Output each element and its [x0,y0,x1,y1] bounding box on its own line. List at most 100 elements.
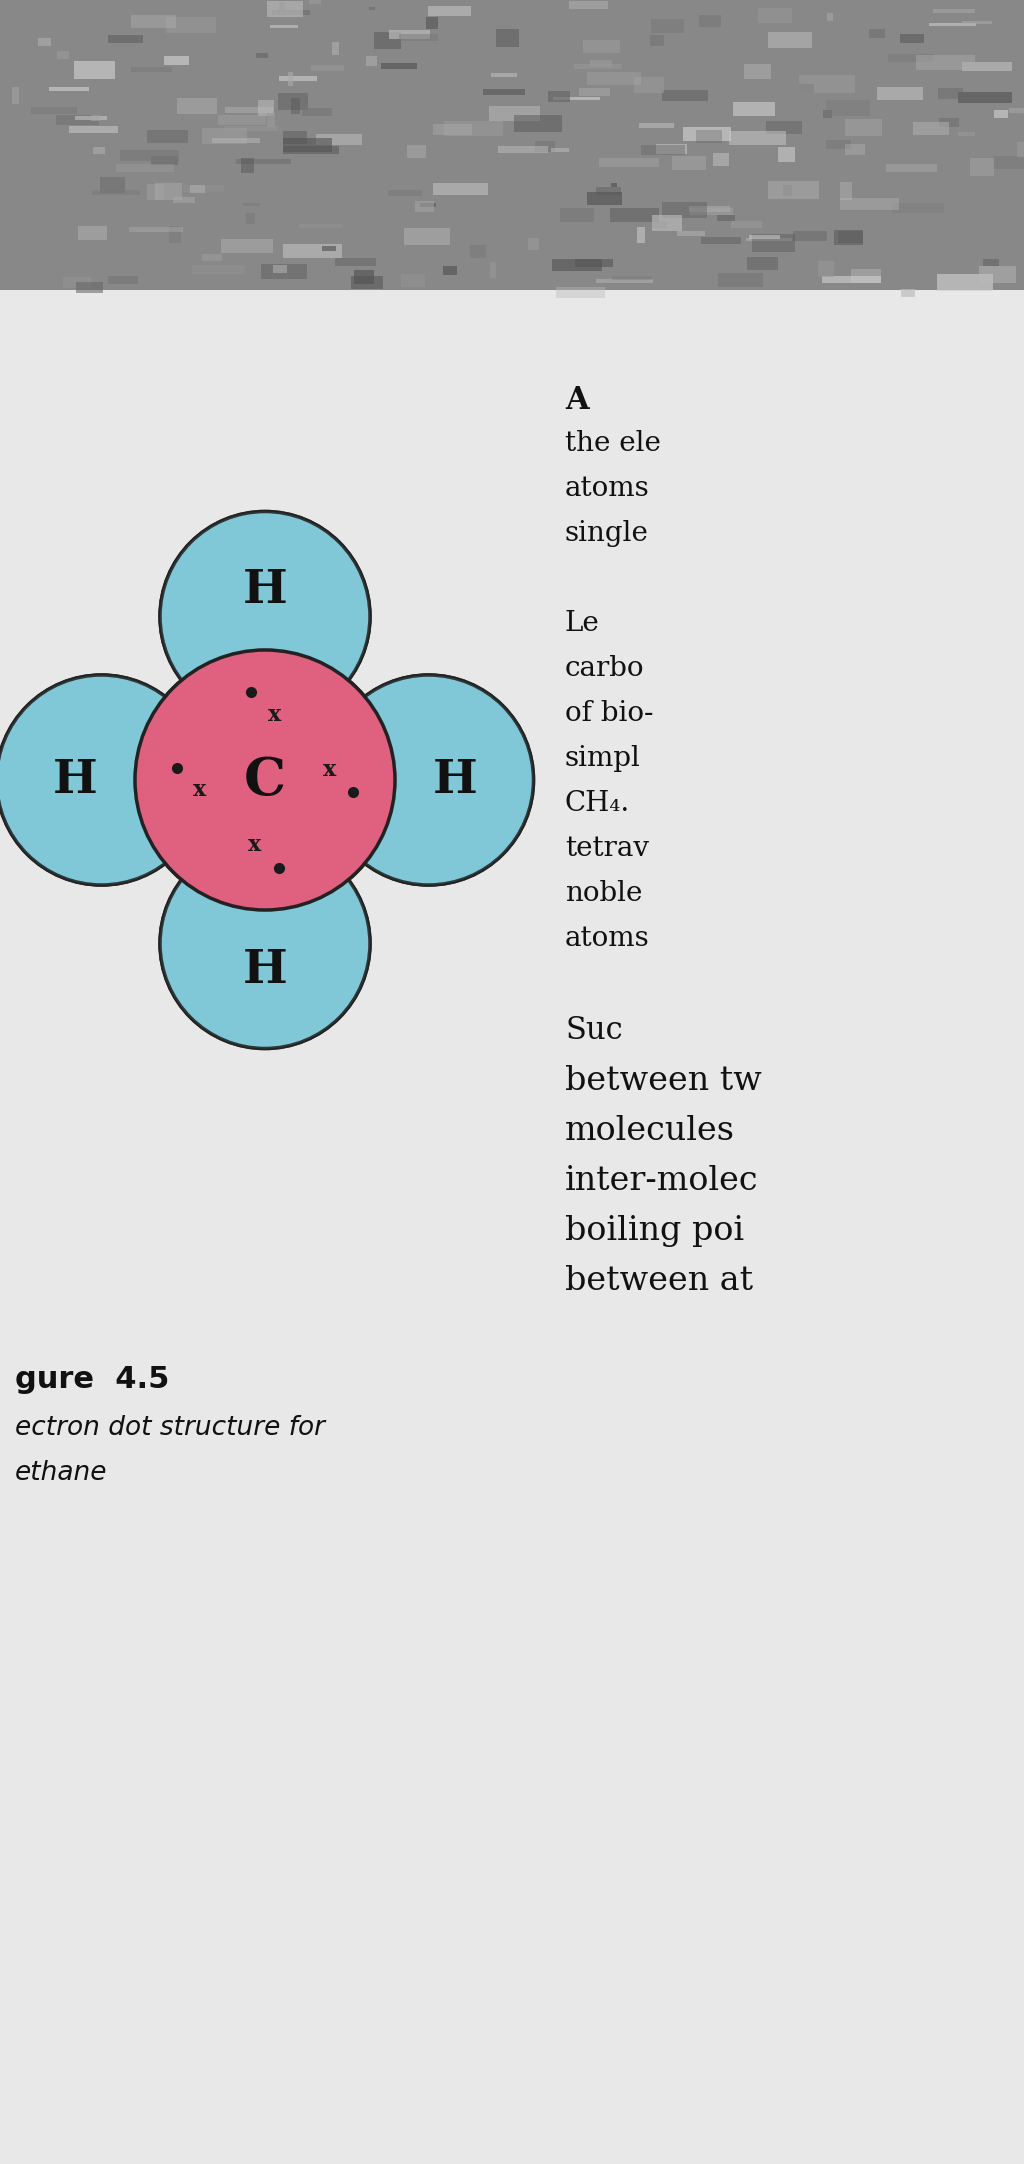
Bar [569,2,608,9]
Text: inter-molec: inter-molec [565,1164,759,1197]
Bar [970,158,994,175]
Circle shape [160,511,370,721]
Bar [553,97,600,100]
Bar [273,266,288,273]
Bar [246,212,255,223]
Bar [49,87,89,91]
Bar [258,100,273,117]
Bar [963,63,1012,71]
Bar [634,78,664,93]
Bar [699,15,721,28]
Bar [242,158,254,173]
Bar [979,266,1016,283]
Bar [641,145,685,154]
Bar [957,132,976,136]
Bar [426,17,437,30]
Bar [900,290,914,296]
Bar [375,32,400,48]
Bar [147,130,188,143]
Bar [840,199,899,210]
Bar [490,262,496,277]
Text: the ele: the ele [565,431,660,457]
Bar [840,182,852,199]
Bar [596,186,622,195]
Text: CH₄.: CH₄. [565,790,630,818]
Text: carbo: carbo [565,656,644,682]
Bar [381,63,417,69]
Bar [218,115,266,126]
Circle shape [160,837,370,1050]
Bar [549,91,569,102]
Bar [536,141,555,151]
Bar [1010,108,1024,113]
Text: Suc: Suc [565,1015,623,1045]
Bar [766,121,802,134]
Bar [938,89,964,100]
Circle shape [160,511,370,721]
Bar [302,108,332,115]
Bar [109,35,142,43]
Bar [933,9,975,13]
Bar [0,0,1024,290]
Text: atoms: atoms [565,924,650,952]
Bar [388,190,422,197]
Bar [827,13,833,22]
Bar [131,67,172,71]
Bar [656,143,687,154]
Bar [401,275,425,288]
Bar [768,182,819,199]
Bar [560,208,594,221]
Bar [748,258,778,270]
Bar [718,273,763,288]
Bar [579,89,610,95]
Bar [108,275,138,283]
Bar [782,184,792,197]
Bar [794,232,827,240]
Bar [583,39,621,54]
Bar [688,206,730,212]
Bar [939,119,958,128]
Bar [169,225,181,242]
Bar [649,35,665,45]
Bar [818,262,834,277]
Bar [415,201,433,212]
Bar [651,216,682,232]
Text: x: x [268,703,282,725]
Bar [650,19,684,32]
Bar [482,89,525,95]
Bar [878,87,923,100]
Bar [266,0,303,17]
Bar [821,275,882,283]
Bar [470,245,485,258]
Bar [443,266,457,275]
Bar [404,227,451,245]
Bar [696,130,722,143]
Bar [272,11,310,15]
Bar [131,15,176,28]
Bar [260,264,307,279]
Bar [309,0,322,4]
Bar [75,61,115,80]
Bar [612,277,652,279]
Bar [242,203,260,206]
Bar [351,277,383,290]
Bar [596,279,653,283]
Bar [599,158,659,167]
Text: between at: between at [565,1266,753,1296]
Bar [176,97,217,115]
Bar [759,9,792,24]
Bar [683,128,731,141]
Bar [299,223,342,227]
Bar [155,182,182,199]
Bar [256,54,267,58]
Bar [514,115,562,132]
Bar [310,65,344,71]
Bar [900,35,924,43]
Bar [164,56,188,65]
Bar [323,247,336,251]
Bar [316,134,361,145]
Circle shape [324,675,534,885]
Bar [556,288,604,299]
Bar [292,97,300,115]
Bar [490,74,517,78]
